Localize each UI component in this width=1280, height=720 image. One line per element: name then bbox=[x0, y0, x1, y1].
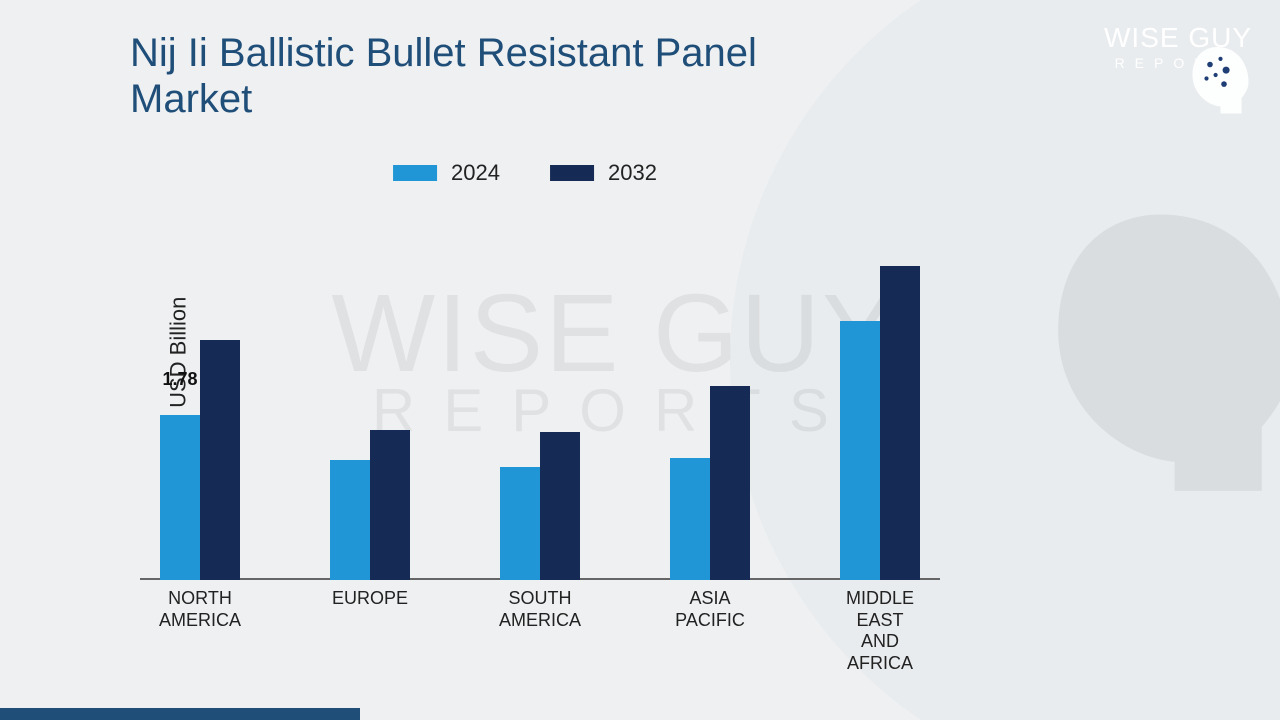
bar-group bbox=[670, 386, 750, 580]
bar bbox=[370, 430, 410, 580]
bar bbox=[540, 432, 580, 580]
legend-label: 2032 bbox=[608, 160, 657, 186]
bar bbox=[840, 321, 880, 580]
x-axis-label: SOUTHAMERICA bbox=[475, 588, 605, 631]
bar bbox=[200, 340, 240, 581]
x-axis-label: ASIAPACIFIC bbox=[645, 588, 775, 631]
canvas: WISE GUY REPORTS WISE GUY REPORTS Nij Ii… bbox=[0, 0, 1280, 720]
legend-swatch bbox=[550, 165, 594, 181]
bar-group bbox=[840, 266, 920, 581]
bar bbox=[880, 266, 920, 581]
x-axis-label: NORTHAMERICA bbox=[135, 588, 265, 631]
bar bbox=[670, 458, 710, 580]
x-axis-label: MIDDLEEASTANDAFRICA bbox=[815, 588, 945, 674]
brand-logo: WISE GUY REPORTS bbox=[1104, 24, 1252, 74]
bar bbox=[160, 415, 200, 580]
bar bbox=[500, 467, 540, 580]
chart-title: Nij Ii Ballistic Bullet Resistant Panel … bbox=[130, 30, 770, 122]
logo-head-icon bbox=[1182, 42, 1252, 122]
legend-label: 2024 bbox=[451, 160, 500, 186]
x-axis-labels: NORTHAMERICAEUROPESOUTHAMERICAASIAPACIFI… bbox=[140, 580, 940, 690]
bar bbox=[710, 386, 750, 580]
chart-area: Market Size in USD Billion 2024 2032 1.7… bbox=[110, 160, 940, 690]
x-axis-label: EUROPE bbox=[305, 588, 435, 610]
plot-region: 1.78 bbox=[140, 210, 940, 580]
bottom-strip bbox=[0, 708, 360, 720]
legend-swatch bbox=[393, 165, 437, 181]
watermark-head-icon bbox=[1010, 200, 1280, 520]
bar-group bbox=[500, 432, 580, 580]
bar bbox=[330, 460, 370, 580]
bar-group bbox=[330, 430, 410, 580]
bar-value-label: 1.78 bbox=[162, 369, 197, 390]
legend-item-2032: 2032 bbox=[550, 160, 657, 186]
legend-item-2024: 2024 bbox=[393, 160, 500, 186]
legend: 2024 2032 bbox=[393, 160, 657, 186]
